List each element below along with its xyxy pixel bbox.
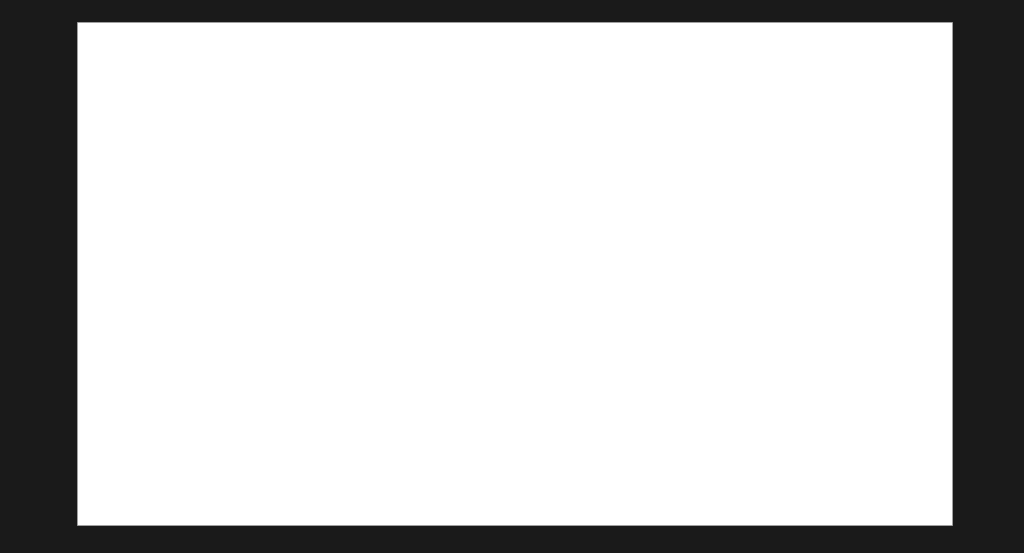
Text: +: + (478, 453, 489, 466)
Text: −: − (539, 452, 552, 467)
Text: 2Ω: 2Ω (606, 124, 625, 144)
Text: Consider the following circuit. What is the value of current   I   in the: Consider the following circuit. What is … (265, 33, 906, 52)
Text: 3Ω: 3Ω (442, 244, 456, 263)
Text: 6V: 6V (506, 468, 523, 482)
Text: circuit shown ?: circuit shown ? (296, 55, 435, 75)
Text: 25.: 25. (234, 33, 267, 52)
Text: 6Ω: 6Ω (541, 403, 558, 416)
Text: 3Ω: 3Ω (499, 244, 513, 263)
Text: 6Ω: 6Ω (438, 345, 460, 366)
Text: 2Ω: 2Ω (504, 135, 517, 153)
Text: 2Ω: 2Ω (451, 135, 465, 153)
Text: 3Ω: 3Ω (606, 238, 625, 259)
Text: 6Ω: 6Ω (569, 345, 591, 366)
